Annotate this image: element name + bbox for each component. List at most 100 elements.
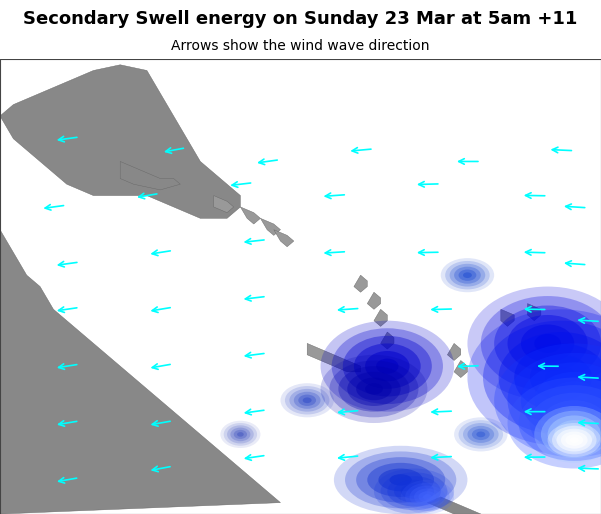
Ellipse shape (354, 343, 421, 389)
Ellipse shape (320, 321, 454, 412)
Ellipse shape (494, 343, 601, 457)
Ellipse shape (320, 355, 427, 423)
Ellipse shape (418, 491, 436, 503)
Ellipse shape (345, 451, 456, 508)
Ellipse shape (507, 378, 601, 469)
Ellipse shape (561, 391, 588, 410)
Polygon shape (367, 292, 380, 309)
Polygon shape (240, 207, 260, 224)
Ellipse shape (514, 343, 601, 412)
Ellipse shape (376, 359, 398, 374)
Polygon shape (120, 161, 180, 190)
Ellipse shape (445, 261, 490, 289)
Ellipse shape (281, 383, 334, 417)
Ellipse shape (468, 426, 494, 443)
Polygon shape (528, 304, 541, 321)
Ellipse shape (365, 383, 383, 395)
Ellipse shape (541, 400, 601, 446)
Polygon shape (427, 497, 514, 514)
Ellipse shape (343, 336, 432, 396)
Ellipse shape (294, 392, 320, 409)
Ellipse shape (329, 360, 418, 417)
Ellipse shape (454, 417, 507, 451)
Ellipse shape (230, 428, 251, 441)
Ellipse shape (221, 421, 260, 448)
Ellipse shape (289, 389, 325, 412)
Ellipse shape (298, 395, 316, 406)
Ellipse shape (552, 408, 597, 438)
Ellipse shape (401, 480, 454, 514)
Ellipse shape (303, 397, 312, 403)
Ellipse shape (534, 406, 601, 463)
Ellipse shape (356, 377, 392, 400)
Ellipse shape (394, 480, 434, 503)
Ellipse shape (227, 425, 254, 444)
Ellipse shape (423, 494, 432, 500)
Ellipse shape (356, 457, 445, 503)
Ellipse shape (463, 272, 472, 278)
Ellipse shape (389, 474, 412, 486)
Polygon shape (0, 230, 281, 514)
Polygon shape (454, 360, 468, 377)
Ellipse shape (367, 463, 434, 497)
Ellipse shape (557, 429, 592, 451)
Ellipse shape (561, 432, 588, 449)
Ellipse shape (499, 332, 601, 423)
Polygon shape (214, 195, 234, 213)
Ellipse shape (519, 385, 601, 461)
Ellipse shape (441, 258, 494, 292)
Ellipse shape (338, 366, 409, 412)
Ellipse shape (529, 355, 592, 400)
Ellipse shape (567, 430, 581, 439)
Ellipse shape (374, 469, 454, 514)
Ellipse shape (481, 296, 601, 391)
Ellipse shape (405, 483, 450, 511)
Ellipse shape (507, 353, 601, 448)
Polygon shape (354, 275, 367, 292)
Ellipse shape (521, 362, 601, 438)
Ellipse shape (548, 415, 601, 453)
Polygon shape (380, 332, 394, 349)
Ellipse shape (450, 264, 485, 287)
Ellipse shape (285, 386, 329, 414)
Ellipse shape (534, 372, 601, 429)
Ellipse shape (472, 429, 490, 440)
Ellipse shape (234, 430, 247, 439)
Ellipse shape (237, 432, 244, 437)
Ellipse shape (334, 446, 468, 514)
Ellipse shape (387, 476, 441, 506)
Ellipse shape (521, 324, 575, 362)
Ellipse shape (414, 488, 441, 505)
Ellipse shape (494, 305, 601, 381)
Ellipse shape (554, 420, 594, 449)
Ellipse shape (529, 393, 601, 453)
Ellipse shape (468, 309, 601, 446)
Ellipse shape (566, 434, 583, 446)
Ellipse shape (570, 437, 579, 443)
Ellipse shape (552, 426, 597, 454)
Ellipse shape (483, 321, 601, 434)
Ellipse shape (347, 372, 401, 406)
Polygon shape (374, 309, 387, 326)
Ellipse shape (541, 411, 601, 458)
Ellipse shape (365, 351, 409, 381)
Polygon shape (0, 65, 240, 218)
Polygon shape (501, 309, 514, 326)
Ellipse shape (409, 486, 445, 508)
Ellipse shape (468, 287, 601, 400)
Ellipse shape (332, 328, 443, 404)
Ellipse shape (548, 381, 601, 419)
Ellipse shape (534, 334, 561, 353)
Ellipse shape (459, 269, 477, 281)
Ellipse shape (548, 423, 601, 457)
Ellipse shape (507, 315, 588, 372)
Ellipse shape (379, 469, 423, 491)
Ellipse shape (545, 366, 576, 389)
Ellipse shape (459, 420, 503, 449)
Ellipse shape (401, 484, 427, 499)
Ellipse shape (477, 432, 485, 437)
Ellipse shape (380, 472, 447, 510)
Polygon shape (307, 343, 361, 372)
Ellipse shape (463, 423, 499, 446)
Polygon shape (274, 230, 294, 247)
